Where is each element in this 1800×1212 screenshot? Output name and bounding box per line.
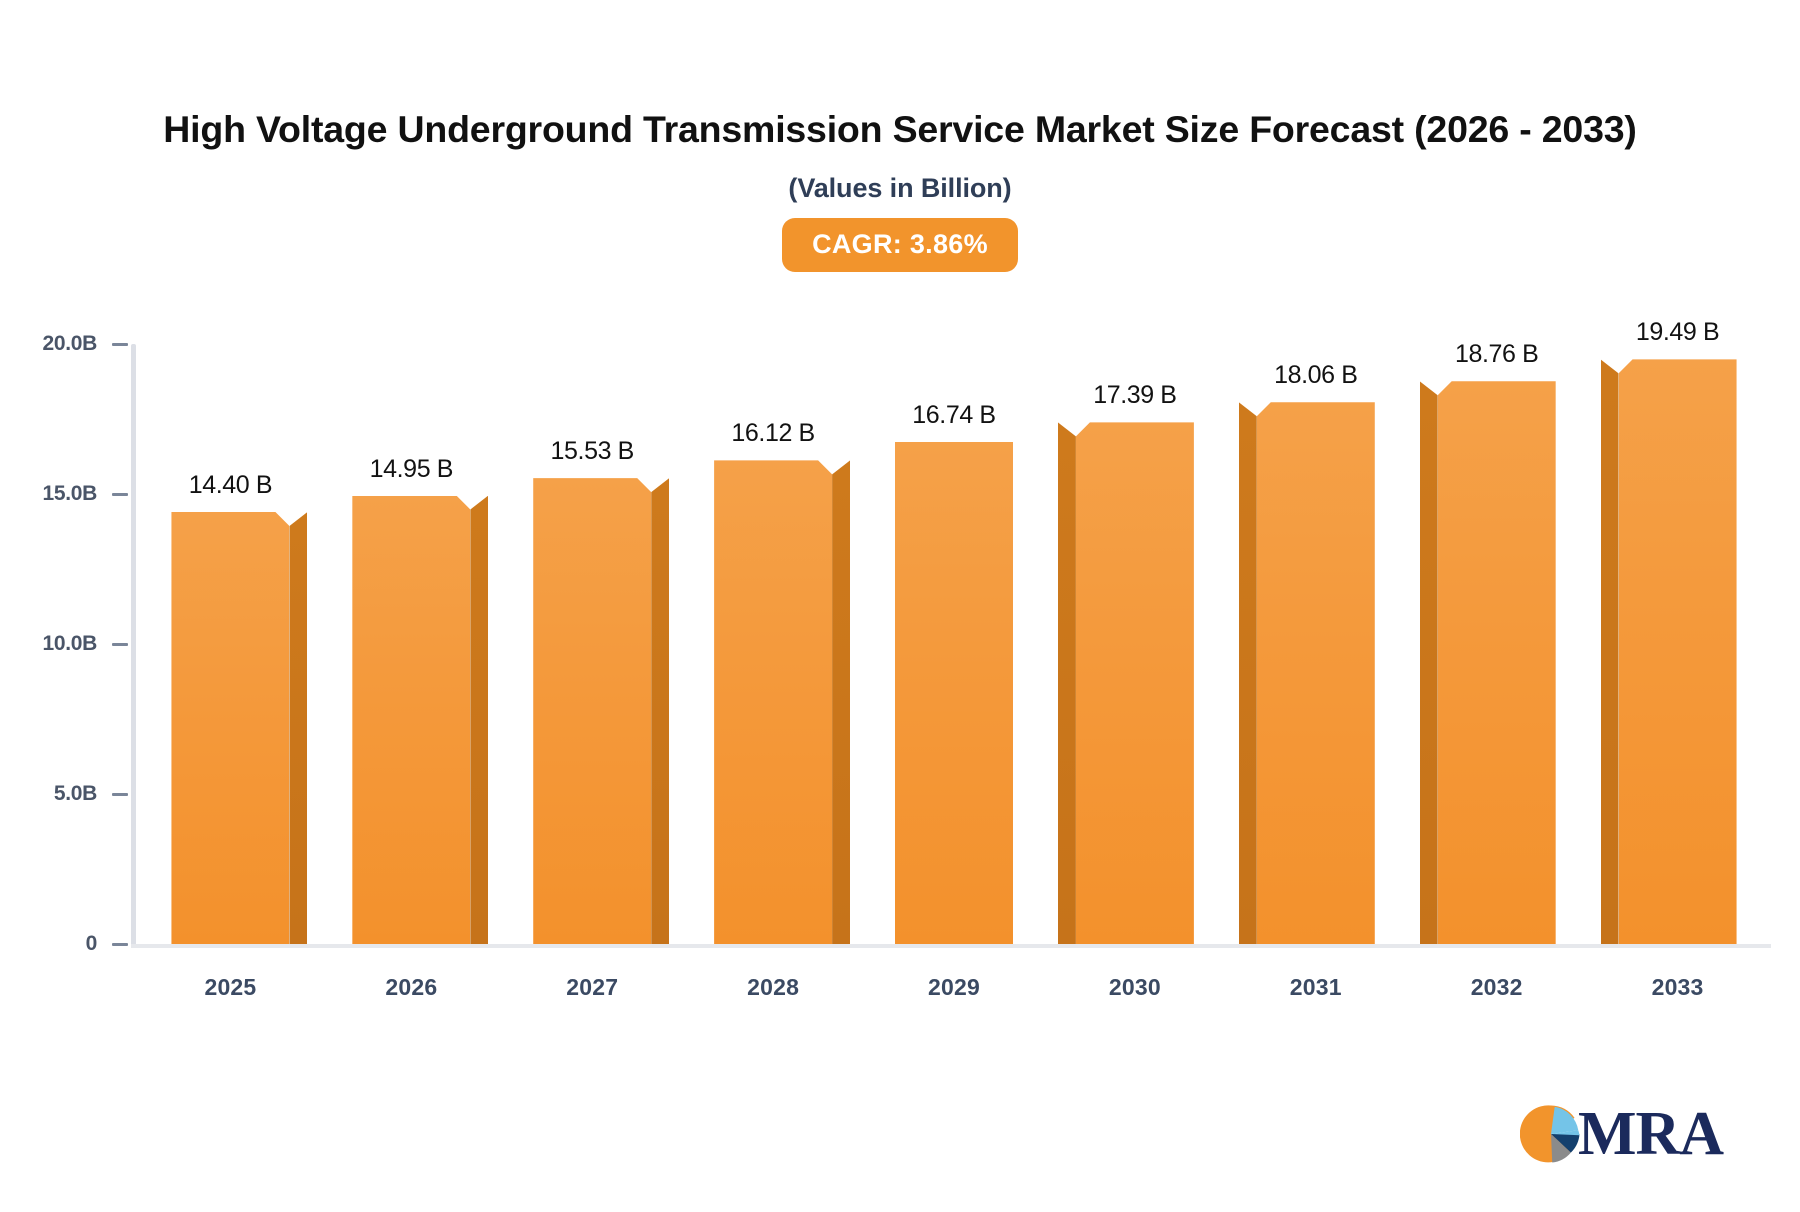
bar-side-face <box>1419 381 1438 944</box>
bar-group[interactable]: 18.76 B <box>1406 340 1587 944</box>
x-axis-tick-label: 2032 <box>1470 974 1523 1000</box>
bar[interactable] <box>895 441 1013 944</box>
bar-front-face <box>895 441 1013 944</box>
chart-header: High Voltage Underground Transmission Se… <box>0 0 1800 272</box>
y-axis-spine <box>131 344 136 948</box>
x-axis-tick-label: 2025 <box>204 974 257 1000</box>
bar-front-face <box>352 496 470 945</box>
bar-side-face <box>289 512 308 944</box>
bar-value-label: 16.12 B <box>731 419 815 448</box>
bar-value-label: 17.39 B <box>1093 381 1177 410</box>
y-axis-tick-label: 5.0B <box>53 782 97 805</box>
bar-group[interactable]: 16.74 B <box>864 344 1045 944</box>
bar-value-label: 18.76 B <box>1454 340 1539 369</box>
bar-side-face <box>1057 422 1076 944</box>
bar-side-face <box>1238 402 1257 944</box>
x-axis-tick-label: 2031 <box>1289 974 1342 1000</box>
x-axis-tick-label: 2029 <box>928 974 980 1000</box>
bar-front-face <box>714 460 832 944</box>
page-title: High Voltage Underground Transmission Se… <box>163 108 1637 150</box>
bar-group[interactable]: 14.40 B <box>140 344 321 944</box>
bar-group[interactable]: 17.39 B <box>1044 344 1225 944</box>
bar[interactable] <box>1600 359 1737 944</box>
y-axis-tick-mark <box>112 642 128 646</box>
bar-series: 14.40 B 14.95 B 15.53 B 16.12 B 16.74 B 17.39… <box>140 318 1768 944</box>
bar-front-face <box>1618 359 1737 944</box>
x-axis-tick-label: 2028 <box>747 974 800 1000</box>
bar-front-face <box>1437 381 1556 944</box>
bar-front-face <box>533 478 651 944</box>
bar[interactable] <box>171 512 308 944</box>
bar-value-label: 18.06 B <box>1274 361 1358 390</box>
y-axis-tick-label: 15.0B <box>42 482 97 505</box>
x-axis-tick-label: 2026 <box>385 974 438 1000</box>
logo-wordmark: MRA <box>1578 1100 1724 1168</box>
pie-chart-icon <box>1520 1105 1580 1163</box>
y-axis: 20.0B 15.0B 10.0B 5.0B 0 <box>0 330 128 955</box>
bar-group[interactable]: 16.12 B <box>683 344 864 944</box>
bar-group[interactable]: 14.95 B <box>321 344 502 944</box>
x-axis: 2025 2026 2027 2028 2029 2030 2031 2032 2033 <box>140 974 1768 1001</box>
plot-area: 20.0B 15.0B 10.0B 5.0B 0 14.40 B 14.95 B 15.53… <box>0 318 1800 1000</box>
y-axis-tick-label: 0 <box>85 932 98 955</box>
bar[interactable] <box>1419 381 1556 944</box>
bar-group[interactable]: 19.49 B <box>1587 318 1768 944</box>
bar-value-label: 14.40 B <box>188 471 273 499</box>
y-axis-tick-mark <box>112 492 128 496</box>
bar-front-face <box>171 512 289 944</box>
bar-group[interactable]: 15.53 B <box>502 344 683 944</box>
y-axis-tick-mark <box>112 942 128 946</box>
bar-side-face <box>832 460 851 944</box>
x-axis-baseline <box>131 944 1771 948</box>
cagr-badge-wrap: CAGR: 3.86% <box>0 217 1800 272</box>
x-axis-tick-label: 2033 <box>1651 974 1704 1000</box>
x-axis-tick-label: 2027 <box>566 974 619 1000</box>
y-axis-tick-label: 20.0B <box>42 332 97 355</box>
y-axis-tick-mark <box>112 792 128 796</box>
bar-value-label: 14.95 B <box>369 454 454 483</box>
bar-side-face <box>1600 359 1619 944</box>
bar-front-face <box>1075 422 1194 944</box>
chart-subtitle: (Values in Billion) <box>788 172 1012 203</box>
bar-group[interactable]: 18.06 B <box>1225 344 1406 944</box>
bar-side-face <box>470 495 489 944</box>
status-badge: CAGR: 3.86% <box>782 217 1018 272</box>
bar[interactable] <box>1238 402 1375 944</box>
bar-value-label: 15.53 B <box>550 437 635 466</box>
bar[interactable] <box>352 495 489 945</box>
y-axis-tick-label: 10.0B <box>42 632 97 655</box>
bar[interactable] <box>714 460 851 944</box>
x-axis-tick-label: 2030 <box>1108 974 1161 1000</box>
y-axis-tick-mark <box>112 342 128 346</box>
bar-value-label: 16.74 B <box>912 400 996 429</box>
brand-logo: MRA <box>1520 1098 1730 1170</box>
bar[interactable] <box>1057 422 1194 944</box>
bar[interactable] <box>533 478 670 944</box>
bar-front-face <box>1256 402 1375 944</box>
bar-value-label: 19.49 B <box>1635 318 1720 347</box>
bar-side-face <box>651 478 670 944</box>
